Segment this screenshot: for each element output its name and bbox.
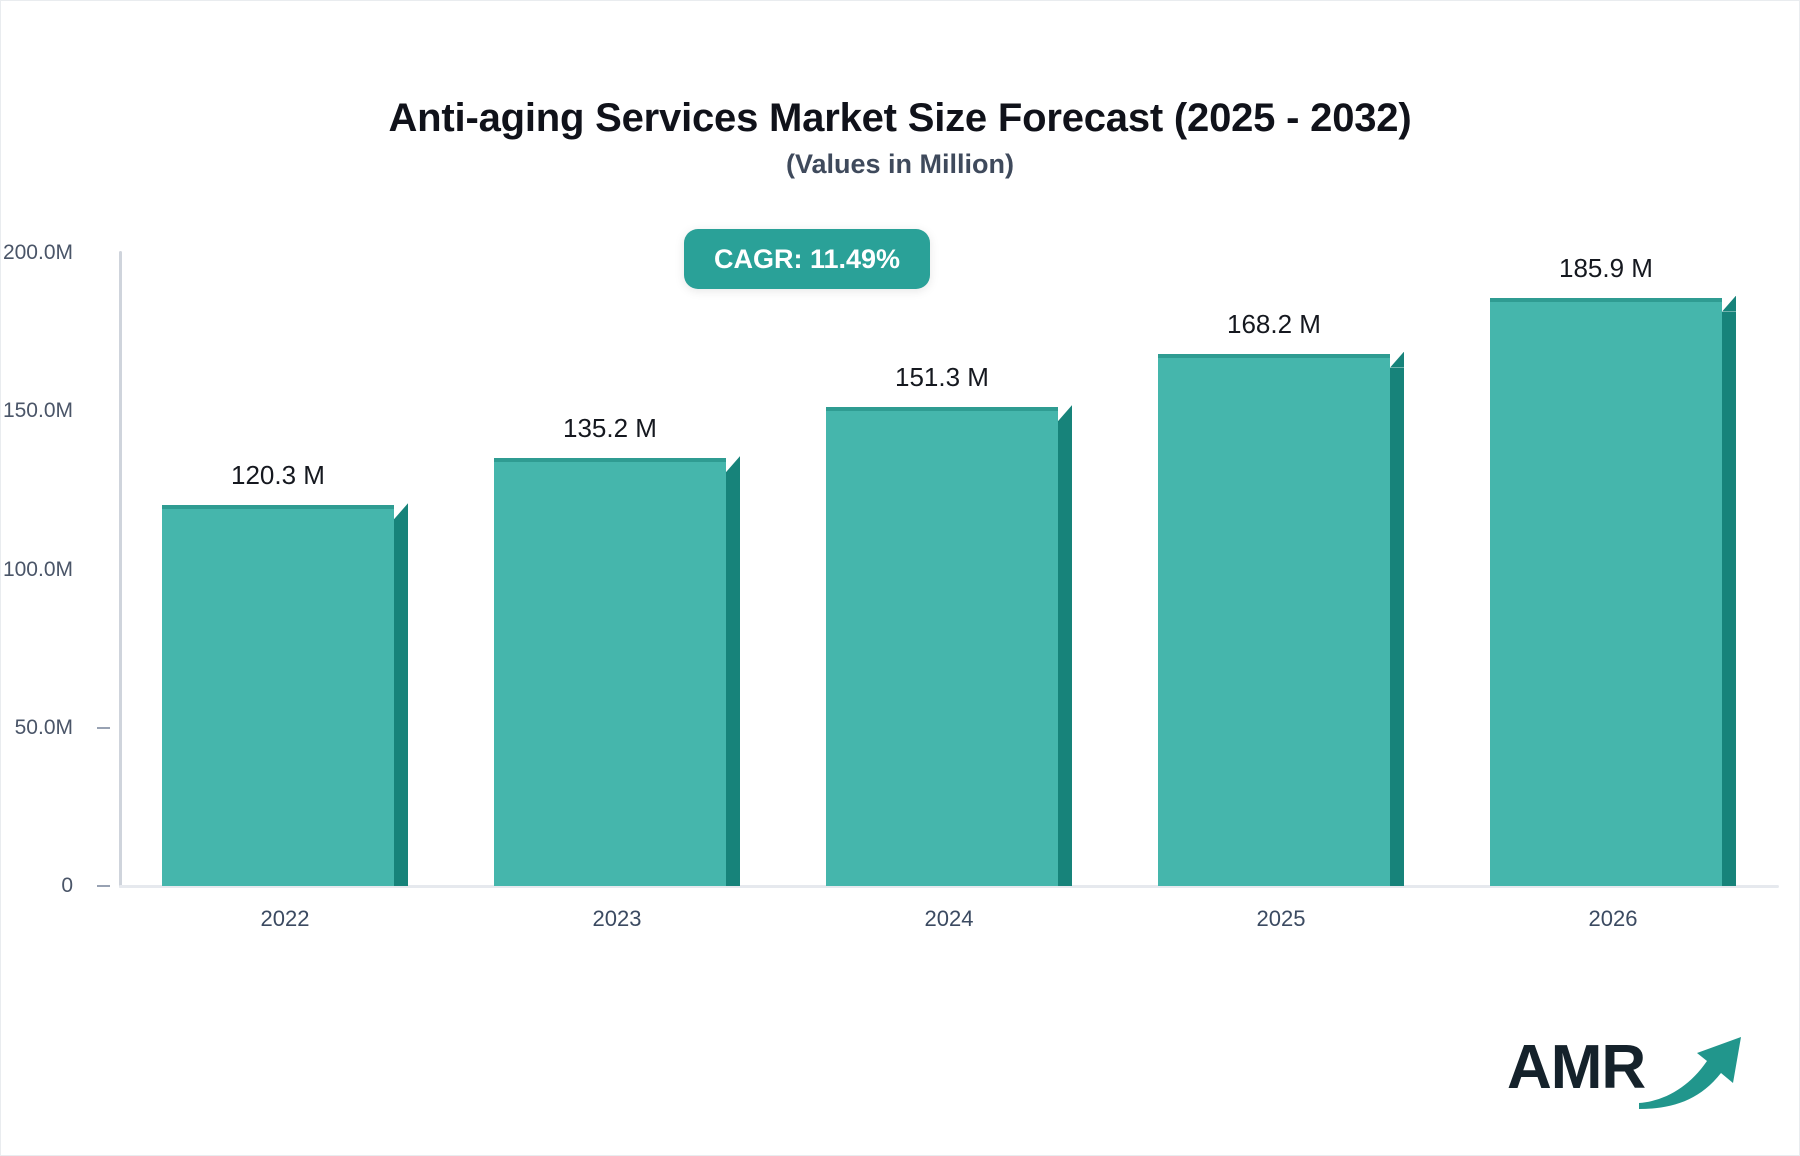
x-axis-line (119, 885, 1779, 888)
cagr-badge-label: CAGR: 11.49% (713, 243, 901, 274)
bar-face (1490, 297, 1722, 886)
bar-side-face (726, 472, 740, 886)
y-axis-tick-mark (97, 726, 110, 729)
bar[interactable]: 120.3 M (162, 460, 408, 886)
y-axis-tick-label: 200.0M (2, 241, 73, 264)
bar-value-label: 185.9 M (1559, 252, 1653, 283)
y-axis-tick-mark (97, 885, 110, 887)
bar-value-label: 120.3 M (231, 460, 325, 491)
plot-area: 120.3 M 135.2 M 151.3 M 168.2 M 185.9 M (119, 253, 1779, 886)
bar-face (162, 505, 394, 886)
chart-title: Anti-aging Services Market Size Forecast… (388, 96, 1412, 140)
bar-side-face (394, 519, 408, 886)
bar-side-bevel (394, 503, 408, 520)
bar-side-bevel (1058, 405, 1072, 422)
chart-subtitle: (Values in Million) (785, 149, 1015, 179)
amr-logo-text: AMR (1507, 1033, 1646, 1102)
bar-face (1158, 353, 1390, 886)
bar-side-face (1390, 367, 1404, 886)
y-axis-line (119, 251, 122, 888)
amr-logo: AMR (1507, 1021, 1747, 1117)
x-axis-category-label: 2024 (924, 906, 974, 931)
bar[interactable]: 185.9 M (1490, 253, 1736, 886)
y-axis-tick-label: 100.0M (2, 557, 73, 581)
x-axis-category-label: 2025 (1256, 906, 1306, 931)
bar-side-face (1058, 421, 1072, 886)
bar-side-bevel (1722, 295, 1736, 312)
bar-side-bevel (726, 456, 740, 473)
x-axis-category-label: 2022 (260, 906, 310, 931)
y-axis-tick-label: 150.0M (2, 399, 73, 423)
bar-face (494, 458, 726, 886)
x-axis-category-label: 2026 (1588, 906, 1638, 931)
bar-side-face (1722, 311, 1736, 886)
bar-face (826, 407, 1058, 886)
bar-value-label: 135.2 M (563, 413, 657, 444)
bar-side-bevel (1390, 351, 1404, 368)
bar-value-label: 168.2 M (1227, 308, 1321, 339)
bar[interactable]: 168.2 M (1158, 309, 1404, 886)
cagr-badge: CAGR: 11.49% (684, 229, 930, 289)
y-axis-tick-label: 50.0M (14, 715, 73, 739)
bar[interactable]: 151.3 M (826, 362, 1072, 886)
bar[interactable]: 135.2 M (494, 413, 740, 886)
growth-arrow-icon (1639, 1037, 1741, 1109)
y-axis-tick-label: 0 (61, 874, 73, 897)
x-axis-category-label: 2023 (592, 906, 642, 931)
bar-value-label: 151.3 M (895, 362, 989, 393)
